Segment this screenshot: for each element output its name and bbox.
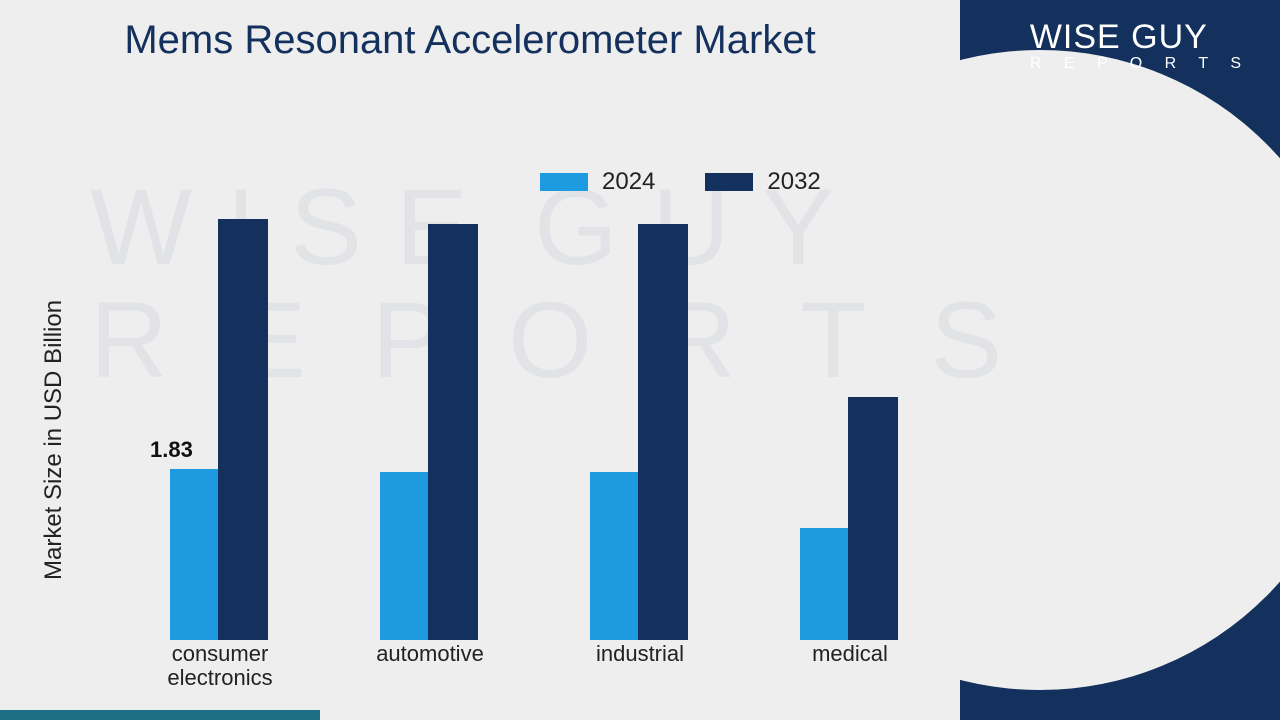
- legend-label-2032: 2032: [767, 168, 820, 196]
- bar-b: [428, 224, 478, 640]
- brand-logo: WISE GUY R E P O R T S: [1030, 20, 1250, 73]
- legend-item-2024: 2024: [540, 168, 655, 196]
- legend: 2024 2032: [540, 168, 821, 196]
- bar-b: [218, 219, 268, 640]
- canvas: WISE GUY R E P O R T S Mems Resonant Acc…: [0, 0, 1280, 720]
- x-axis-label: industrial: [550, 642, 730, 666]
- x-axis-label: medical: [760, 642, 940, 666]
- bar-b: [848, 397, 898, 640]
- bar-chart: 1.83: [130, 210, 970, 640]
- bottom-accent-bar: [0, 710, 320, 720]
- bar-a: [800, 528, 850, 640]
- y-axis-label: Market Size in USD Billion: [40, 300, 68, 580]
- legend-label-2024: 2024: [602, 168, 655, 196]
- bar-a: [590, 472, 640, 640]
- brand-logo-main: WISE GUY: [1030, 20, 1250, 54]
- x-axis-labels: consumerelectronics automotive industrial m…: [130, 642, 970, 702]
- bar-a: [170, 469, 220, 640]
- bar-b: [638, 224, 688, 640]
- bar-value-label: 1.83: [150, 437, 193, 463]
- brand-logo-sub: R E P O R T S: [1030, 54, 1250, 73]
- legend-swatch-2032: [705, 173, 753, 191]
- x-axis-label: consumerelectronics: [130, 642, 310, 690]
- chart-plot-area: 1.83: [130, 210, 970, 640]
- bar-a: [380, 472, 430, 640]
- legend-swatch-2024: [540, 173, 588, 191]
- legend-item-2032: 2032: [705, 168, 820, 196]
- chart-title: Mems Resonant Accelerometer Market: [60, 18, 880, 63]
- x-axis-label: automotive: [340, 642, 520, 666]
